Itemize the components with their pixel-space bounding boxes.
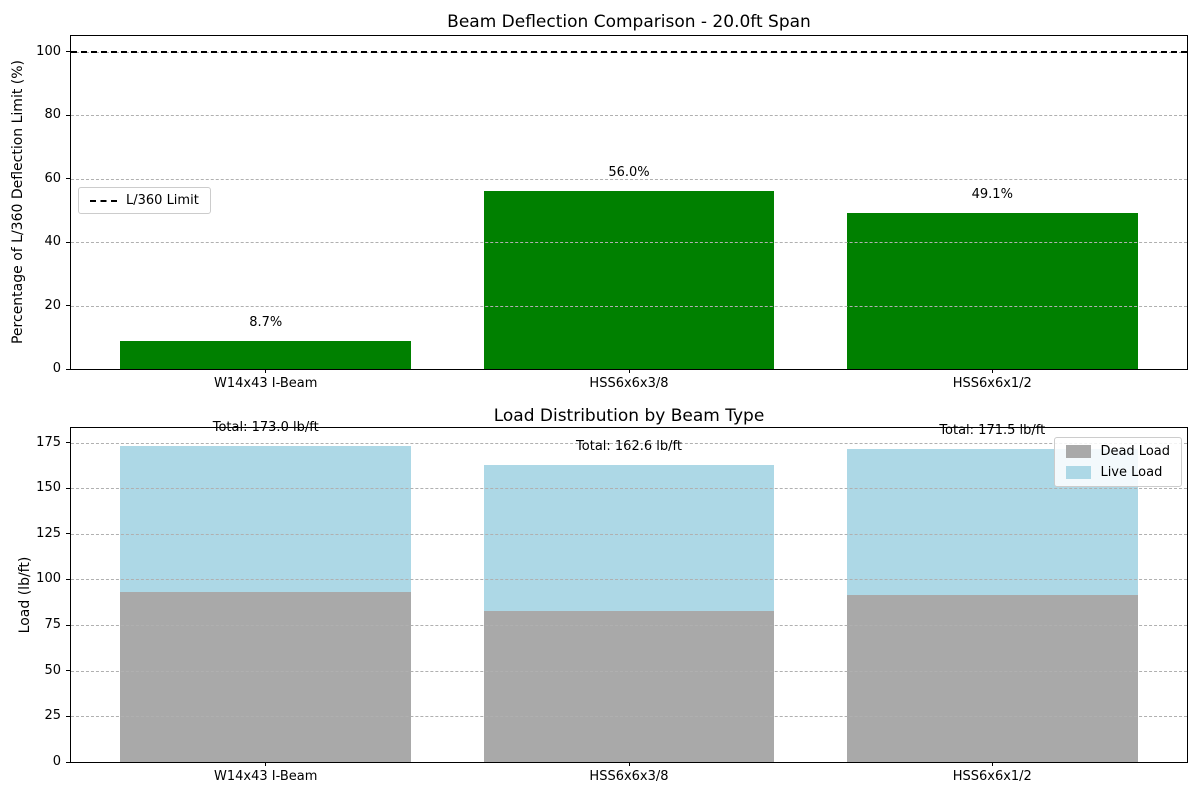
dead-load-bar bbox=[483, 611, 775, 762]
deflection-chart-title: Beam Deflection Comparison - 20.0ft Span bbox=[447, 12, 811, 32]
y-tick bbox=[66, 51, 70, 53]
x-tick-label: W14x43 I-Beam bbox=[214, 769, 318, 784]
y-tick bbox=[66, 761, 70, 763]
legend-label-limit: L/360 Limit bbox=[126, 193, 199, 208]
total-label: Total: 171.5 lb/ft bbox=[939, 423, 1046, 438]
y-tick bbox=[66, 487, 70, 489]
y-tick bbox=[66, 670, 70, 672]
x-tick-label: HSS6x6x3/8 bbox=[589, 376, 669, 391]
limit-line bbox=[71, 50, 1187, 53]
live-load-bar bbox=[120, 446, 412, 593]
y-tick-label: 60 bbox=[44, 170, 61, 186]
load-chart-title: Load Distribution by Beam Type bbox=[493, 406, 765, 426]
limit-dashed-line-swatch bbox=[90, 199, 117, 202]
grid-line bbox=[71, 579, 1187, 581]
legend-row-dead-load: Dead Load bbox=[1066, 444, 1170, 459]
y-tick-label: 40 bbox=[44, 234, 61, 250]
x-tick bbox=[265, 762, 267, 766]
y-tick bbox=[66, 178, 70, 180]
x-tick-label: HSS6x6x1/2 bbox=[952, 376, 1032, 391]
y-tick bbox=[66, 533, 70, 535]
grid-line bbox=[71, 442, 1187, 444]
legend-label-dead-load: Dead Load bbox=[1100, 444, 1170, 459]
y-tick-label: 175 bbox=[36, 434, 61, 450]
legend-label-live-load: Live Load bbox=[1100, 465, 1163, 480]
deflection-plot-area: L/360 Limit 8.7% W14x43 I-Beam 56.0% HSS6x6… bbox=[36, 35, 1188, 391]
total-label: Total: 173.0 lb/ft bbox=[212, 420, 319, 436]
y-tick bbox=[66, 624, 70, 626]
y-tick-label: 25 bbox=[44, 708, 61, 724]
y-tick bbox=[66, 442, 70, 444]
x-tick-label: HSS6x6x1/2 bbox=[952, 769, 1032, 784]
y-tick-label: 50 bbox=[44, 662, 61, 678]
y-tick bbox=[66, 578, 70, 580]
total-label: Total: 162.6 lb/ft bbox=[576, 439, 682, 455]
x-tick bbox=[991, 762, 993, 766]
y-tick-label: 0 bbox=[52, 754, 61, 769]
y-tick-label: 100 bbox=[36, 43, 61, 59]
value-bar bbox=[120, 341, 412, 369]
y-tick bbox=[66, 305, 70, 307]
y-tick bbox=[66, 368, 70, 370]
grid-line bbox=[71, 625, 1187, 627]
y-tick-label: 100 bbox=[36, 571, 61, 587]
x-tick-label: HSS6x6x3/8 bbox=[589, 769, 669, 784]
grid-line bbox=[71, 488, 1187, 490]
live-load-bar bbox=[483, 465, 775, 612]
bar-value-label: 56.0% bbox=[608, 165, 650, 181]
y-tick-label: 80 bbox=[44, 107, 61, 123]
y-tick bbox=[66, 114, 70, 116]
live-load-swatch bbox=[1066, 466, 1092, 479]
dead-load-bar bbox=[120, 592, 412, 762]
x-tick bbox=[628, 369, 630, 373]
grid-line bbox=[71, 178, 1187, 180]
x-tick bbox=[991, 369, 993, 373]
grid-line bbox=[71, 115, 1187, 117]
load-legend: Dead Load Live Load bbox=[1054, 437, 1182, 487]
grid-line bbox=[71, 533, 1187, 535]
value-bar bbox=[483, 191, 775, 369]
grid-line bbox=[71, 670, 1187, 672]
y-tick-label: 125 bbox=[36, 525, 61, 541]
x-tick-label: W14x43 I-Beam bbox=[214, 376, 318, 391]
y-tick-label: 75 bbox=[44, 617, 61, 633]
y-tick-label: 0 bbox=[52, 361, 61, 376]
grid-line bbox=[71, 716, 1187, 718]
x-tick bbox=[265, 369, 267, 373]
dead-load-bar bbox=[846, 595, 1138, 762]
y-tick bbox=[66, 715, 70, 717]
grid-line bbox=[71, 305, 1187, 307]
legend-row-live-load: Live Load bbox=[1066, 465, 1170, 480]
grid-line bbox=[71, 242, 1187, 244]
x-tick bbox=[628, 762, 630, 766]
dead-load-swatch bbox=[1066, 445, 1092, 458]
bar-value-label: 49.1% bbox=[971, 187, 1013, 203]
y-tick bbox=[66, 241, 70, 243]
load-plot-area: Dead Load Live Load Total: 173.0 lb/ft W1… bbox=[36, 420, 1188, 784]
deflection-legend: L/360 Limit bbox=[78, 187, 211, 214]
y-tick-label: 150 bbox=[36, 480, 61, 496]
value-bar bbox=[846, 213, 1138, 369]
y-tick-label: 20 bbox=[44, 297, 61, 313]
bar-value-label: 8.7% bbox=[249, 315, 283, 331]
